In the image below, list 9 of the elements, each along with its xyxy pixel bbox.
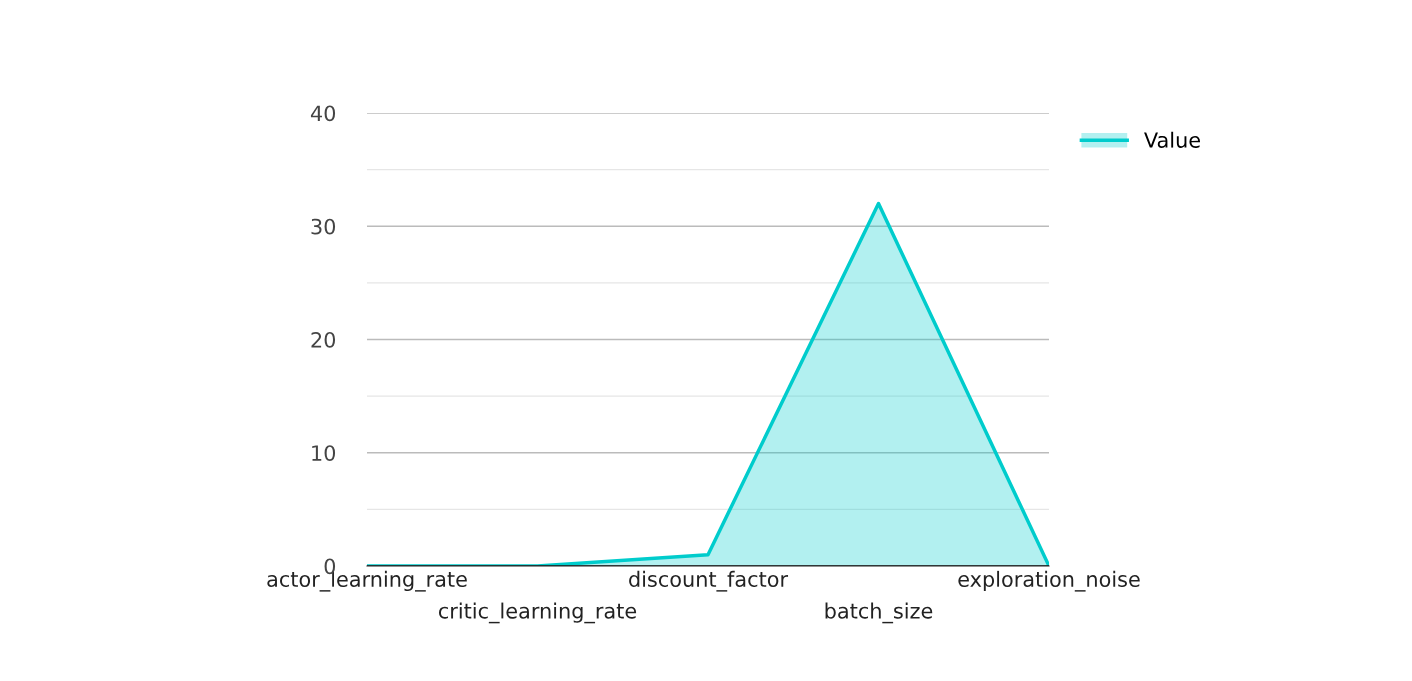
x-tick-label: batch_size (825, 602, 933, 624)
legend-label: Value (1144, 131, 1200, 148)
y-tick-label: 10 (312, 445, 336, 461)
y-tick-label: 40 (310, 105, 336, 122)
x-tick-label: discount_factor (629, 570, 789, 592)
x-tick-label: critic_learning_rate (438, 602, 637, 624)
x-tick-label: exploration_noise (958, 570, 1140, 592)
y-tick-label: 30 (311, 218, 336, 235)
y-tick-label: 20 (311, 331, 336, 348)
